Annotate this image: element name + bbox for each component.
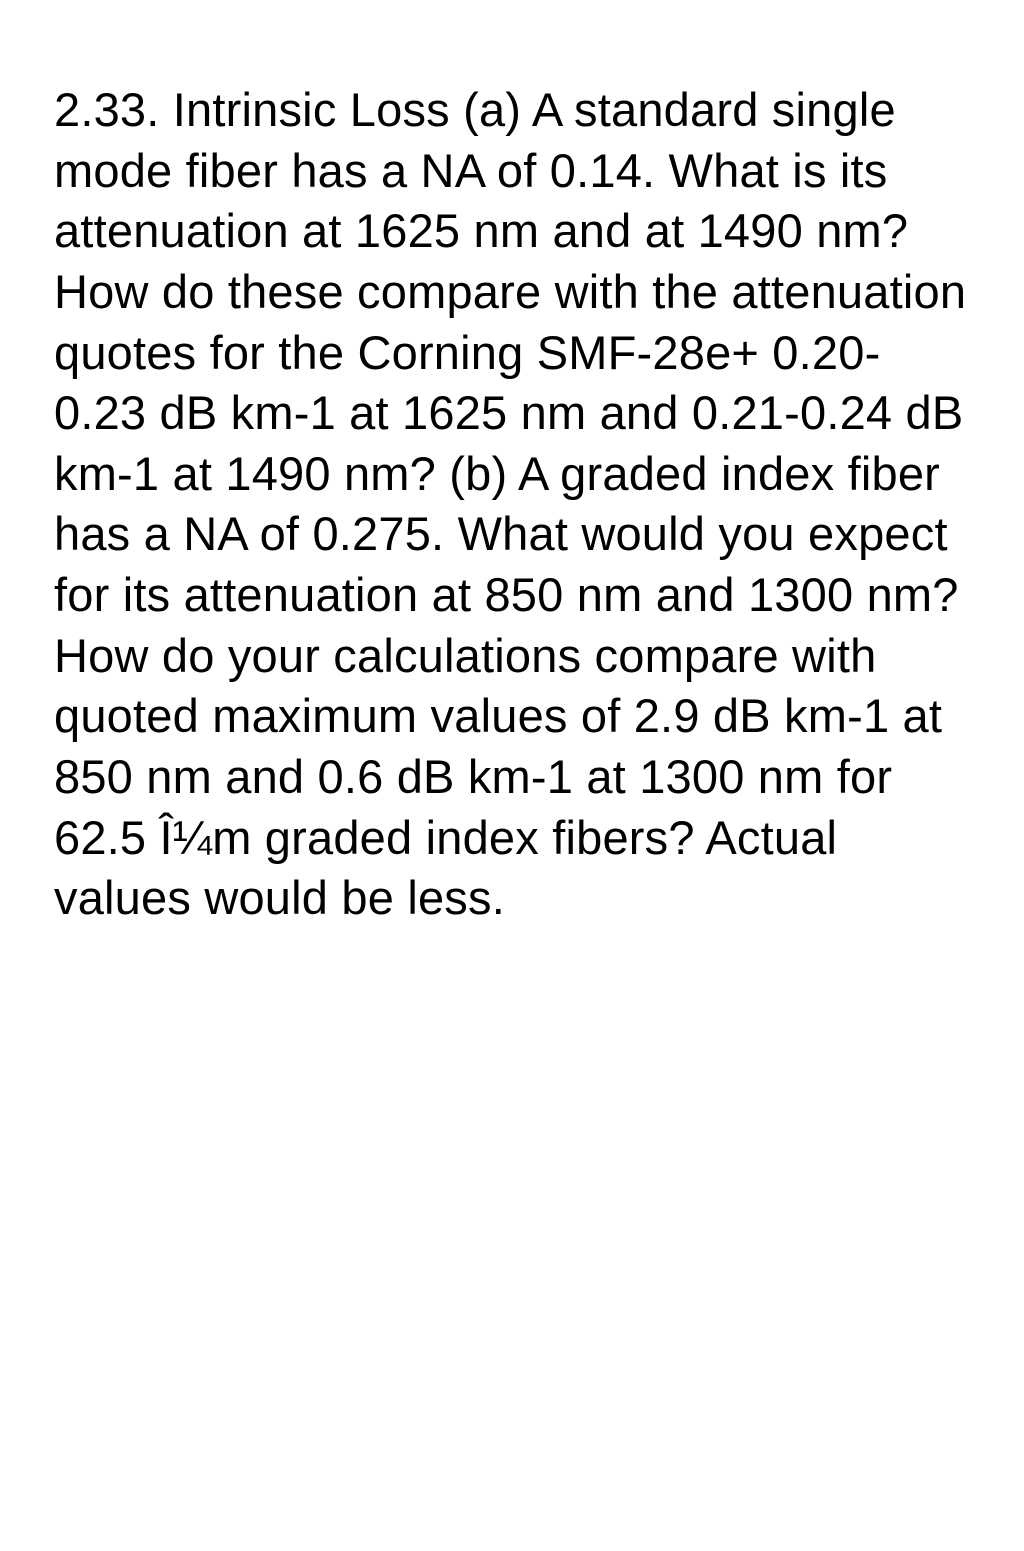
document-page: 2.33. Intrinsic Loss (a) A standard sing… — [0, 0, 1024, 1551]
problem-text: 2.33. Intrinsic Loss (a) A standard sing… — [54, 80, 970, 929]
